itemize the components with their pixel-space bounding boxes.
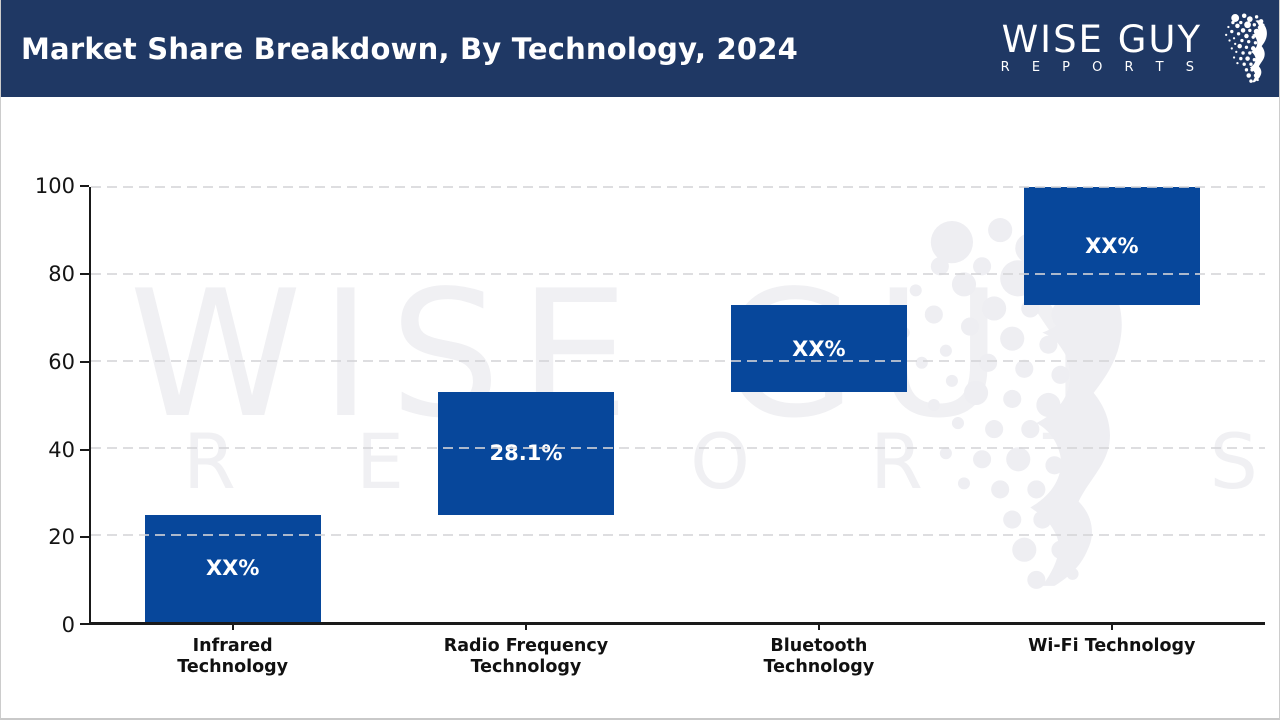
- y-axis-label: 40: [48, 438, 75, 462]
- y-axis-label: 80: [48, 262, 75, 286]
- x-axis-label-bluetooth: Bluetooth Technology: [699, 636, 939, 678]
- x-tick-mark: [1110, 622, 1113, 630]
- gridline-20: [91, 534, 1265, 536]
- y-tick-mark: [80, 449, 89, 451]
- y-tick-mark: [80, 361, 89, 363]
- x-axis-label-line: Technology: [177, 657, 289, 677]
- y-tick-mark: [80, 185, 89, 187]
- y-axis-label: 60: [48, 350, 75, 374]
- gridline-80: [91, 273, 1265, 275]
- bar-value-label: XX%: [792, 336, 846, 361]
- bar-value-label: 28.1%: [489, 441, 563, 466]
- gridline-100: [91, 186, 1265, 188]
- x-tick-mark: [817, 622, 820, 630]
- bar-value-label: XX%: [1085, 233, 1139, 258]
- watermark-text-1: WISE GUY: [129, 254, 1146, 457]
- logo-subtitle: R E P O R T S: [1000, 60, 1203, 75]
- logo-text: WISE GUY R E P O R T S: [1001, 21, 1203, 76]
- x-axis-label-radio-frequency: Radio Frequency Technology: [406, 636, 646, 678]
- bar-radio-frequency-technology: 28.1%: [437, 392, 614, 515]
- plot-area: XX% 28.1% XX% XX% Infrared Technology Ra…: [89, 186, 1265, 677]
- x-axis-label-line: Radio Frequency: [443, 636, 609, 656]
- x-axis-label-line: Infrared: [192, 636, 273, 656]
- y-tick-mark: [80, 623, 89, 625]
- x-axis-label-wifi: Wi-Fi Technology: [992, 636, 1232, 657]
- gridline-40: [91, 447, 1265, 449]
- y-axis-label: 0: [61, 613, 75, 637]
- gridline-60: [91, 360, 1265, 362]
- bar-infrared-technology: XX%: [144, 514, 321, 622]
- wiseguy-logo: WISE GUY R E P O R T S: [1001, 11, 1280, 87]
- bar-bluetooth-technology: XX%: [730, 304, 907, 393]
- x-tick-mark: [231, 622, 234, 630]
- x-axis-label-line: Technology: [470, 657, 582, 677]
- y-tick-mark: [80, 536, 89, 538]
- logo-face-icon: [1207, 11, 1269, 87]
- chart-title: Market Share Breakdown, By Technology, 2…: [21, 31, 799, 66]
- x-axis-label-line: Wi-Fi Technology: [1028, 636, 1196, 656]
- y-tick-mark: [80, 273, 89, 275]
- header-banner: Market Share Breakdown, By Technology, 2…: [1, 0, 1280, 97]
- x-axis-label-infrared: Infrared Technology: [113, 636, 353, 678]
- x-axis-label-line: Bluetooth: [770, 636, 868, 656]
- x-axis-label-line: Technology: [763, 657, 875, 677]
- y-axis-label: 100: [34, 174, 75, 198]
- y-axis-label: 20: [48, 525, 75, 549]
- logo-name: WISE GUY: [1001, 18, 1203, 61]
- bar-value-label: XX%: [205, 556, 260, 581]
- x-tick-mark: [524, 622, 527, 630]
- bar-wifi-technology: XX%: [1023, 187, 1200, 305]
